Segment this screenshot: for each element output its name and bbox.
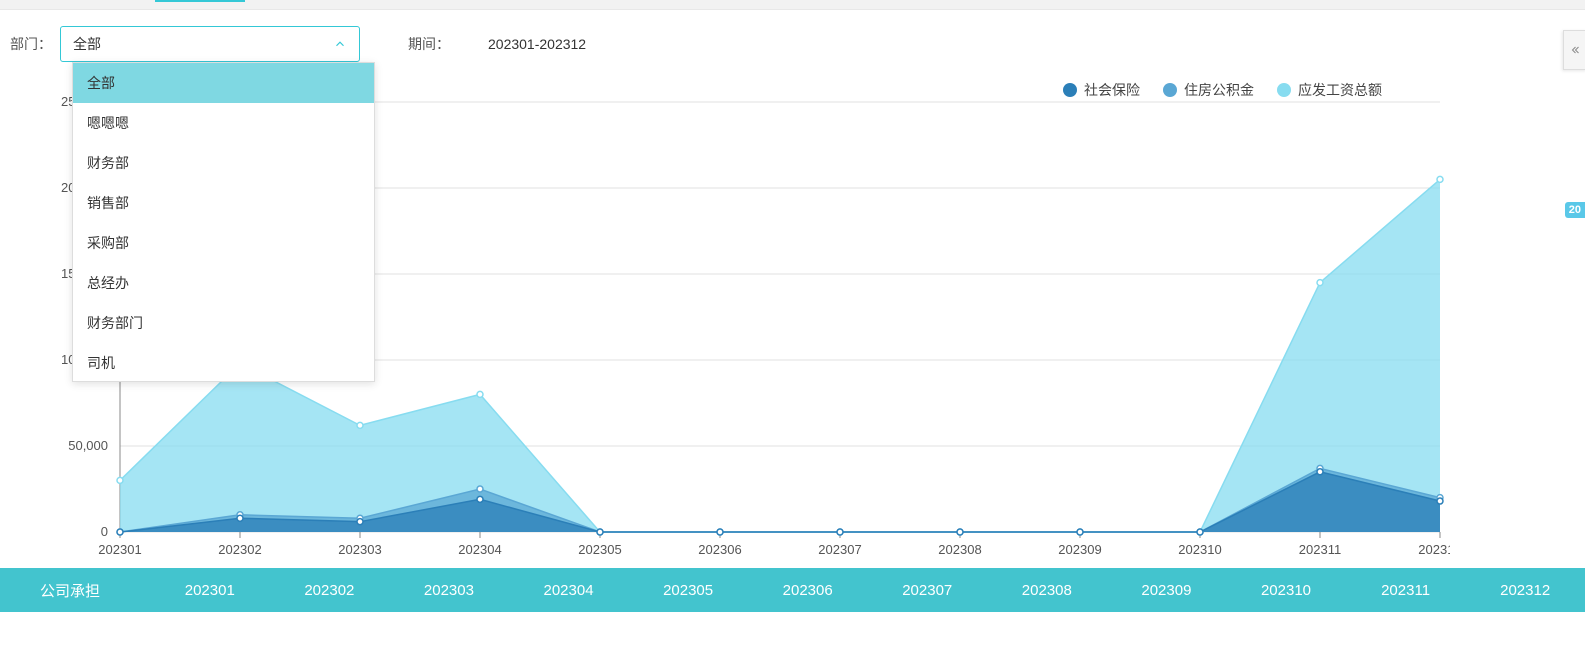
dept-option[interactable]: 采购部 (73, 223, 374, 263)
expand-panel-button[interactable] (1563, 30, 1585, 70)
table-header-cell: 202307 (867, 582, 987, 599)
table-header-row: 公司承担202301202302202303202304202305202306… (0, 568, 1585, 612)
table-header-cell: 202312 (1465, 582, 1585, 599)
svg-text:202309: 202309 (1058, 542, 1101, 557)
chevron-up-icon (333, 37, 347, 51)
table-header-cell: 202309 (1107, 582, 1227, 599)
dept-option[interactable]: 嗯嗯嗯 (73, 103, 374, 143)
period-label: 期间： (408, 34, 450, 54)
svg-text:202303: 202303 (338, 542, 381, 557)
table-header-cell: 202303 (389, 582, 509, 599)
table-header-cell: 202311 (1346, 582, 1466, 599)
svg-text:202301: 202301 (98, 542, 141, 557)
svg-text:202305: 202305 (578, 542, 621, 557)
dept-option[interactable]: 销售部 (73, 183, 374, 223)
filter-row: 部门： 全部 期间： 202301-202312 全部嗯嗯嗯财务部销售部采购部总… (0, 10, 1585, 72)
table-header-cell: 202304 (509, 582, 629, 599)
svg-text:202302: 202302 (218, 542, 261, 557)
dept-option[interactable]: 总经办 (73, 263, 374, 303)
svg-text:住房公积金: 住房公积金 (1184, 82, 1254, 98)
side-year-tag[interactable]: 20 (1565, 202, 1585, 218)
svg-text:202307: 202307 (818, 542, 861, 557)
dept-option[interactable]: 财务部门 (73, 303, 374, 343)
svg-text:202306: 202306 (698, 542, 741, 557)
svg-text:50,000: 50,000 (68, 438, 108, 453)
dept-select[interactable]: 全部 (60, 26, 360, 62)
dept-label: 部门： (10, 34, 52, 54)
dept-option[interactable]: 财务部 (73, 143, 374, 183)
table-header-first: 公司承担 (0, 580, 150, 601)
table-header-cell: 202301 (150, 582, 270, 599)
dept-select-value: 全部 (73, 34, 101, 54)
chevron-double-right-icon (1569, 44, 1581, 56)
svg-text:202310: 202310 (1178, 542, 1221, 557)
dept-option[interactable]: 全部 (73, 63, 374, 103)
top-tab-strip (0, 0, 1585, 10)
svg-text:202312: 202312 (1418, 542, 1450, 557)
svg-text:社会保险: 社会保险 (1084, 82, 1140, 98)
svg-text:0: 0 (101, 524, 108, 539)
svg-text:应发工资总额: 应发工资总额 (1298, 82, 1382, 98)
table-header-cell: 202305 (628, 582, 748, 599)
table-header-cell: 202310 (1226, 582, 1346, 599)
svg-text:202311: 202311 (1299, 542, 1341, 557)
table-header-cell: 202302 (270, 582, 390, 599)
svg-text:202304: 202304 (458, 542, 501, 557)
table-header-cell: 202308 (987, 582, 1107, 599)
table-header-cell: 202306 (748, 582, 868, 599)
dept-dropdown[interactable]: 全部嗯嗯嗯财务部销售部采购部总经办财务部门司机 (72, 62, 375, 382)
dept-option[interactable]: 司机 (73, 343, 374, 382)
svg-text:202308: 202308 (938, 542, 981, 557)
period-value: 202301-202312 (488, 36, 586, 52)
